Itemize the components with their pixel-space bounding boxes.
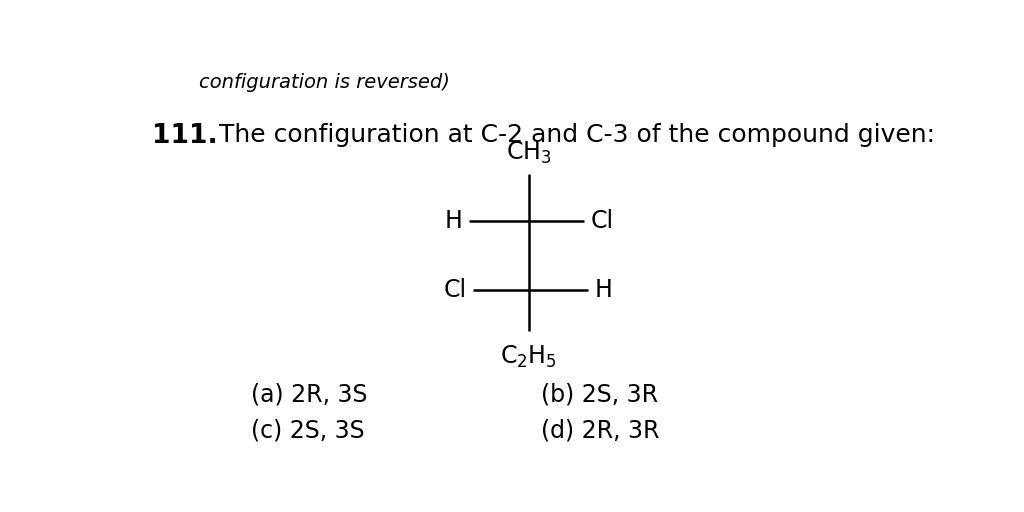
- Text: Cl: Cl: [443, 278, 467, 302]
- Text: H: H: [445, 209, 463, 233]
- Text: CH$_3$: CH$_3$: [506, 140, 552, 166]
- Text: 111.: 111.: [152, 122, 217, 148]
- Text: (d) 2R, 3R: (d) 2R, 3R: [541, 418, 659, 442]
- Text: configuration is reversed): configuration is reversed): [200, 73, 451, 92]
- Text: C$_2$H$_5$: C$_2$H$_5$: [501, 344, 557, 370]
- Text: (a) 2R, 3S: (a) 2R, 3S: [251, 382, 368, 407]
- Text: H: H: [595, 278, 612, 302]
- Text: The configuration at C-2 and C-3 of the compound given:: The configuration at C-2 and C-3 of the …: [219, 122, 935, 146]
- Text: (b) 2S, 3R: (b) 2S, 3R: [541, 382, 657, 407]
- Text: (c) 2S, 3S: (c) 2S, 3S: [251, 418, 365, 442]
- Text: Cl: Cl: [591, 209, 613, 233]
